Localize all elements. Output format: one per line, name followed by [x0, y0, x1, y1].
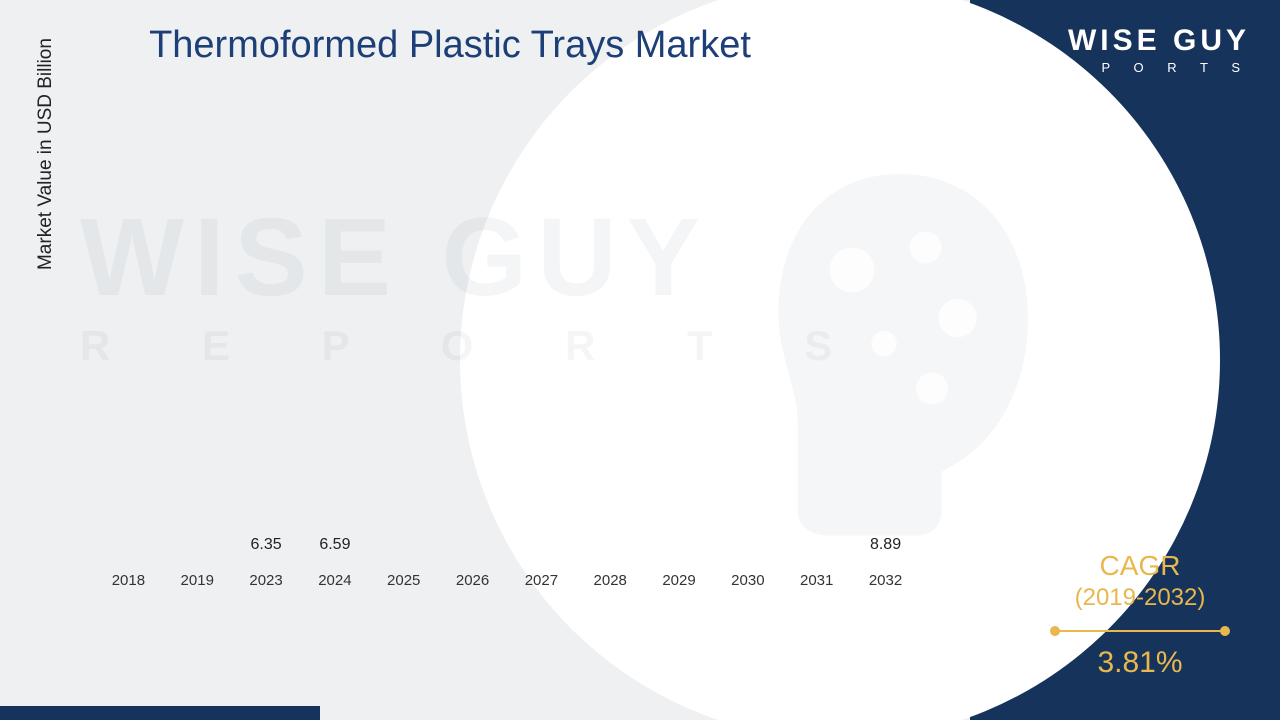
bar-wrap — [448, 536, 497, 562]
report-canvas: WISE GUY R E P O R T S Thermoformed Plas… — [0, 0, 1280, 720]
bar-wrap — [792, 536, 841, 562]
x-tick: 2028 — [586, 566, 635, 590]
x-tick: 2027 — [517, 566, 566, 590]
bar-wrap: 6.35 — [242, 536, 291, 562]
chart-title: Thermoformed Plastic Trays Market — [0, 24, 900, 67]
x-tick: 2019 — [173, 566, 222, 590]
x-tick: 2023 — [242, 566, 291, 590]
x-tick: 2025 — [379, 566, 428, 590]
bar-wrap — [586, 536, 635, 562]
bar-wrap — [173, 536, 222, 562]
cagr-label: CAGR — [1030, 550, 1250, 582]
cagr-value: 3.81% — [1030, 646, 1250, 680]
y-axis-label: Market Value in USD Billion — [35, 38, 57, 270]
x-tick: 2029 — [655, 566, 704, 590]
bar-wrap — [723, 536, 772, 562]
bar-wrap — [517, 536, 566, 562]
x-tick: 2024 — [310, 566, 359, 590]
cagr-box: CAGR (2019-2032) 3.81% — [1030, 550, 1250, 680]
x-tick: 2032 — [861, 566, 910, 590]
footer-accent — [0, 706, 320, 720]
bar-wrap — [104, 536, 153, 562]
bar-value-label: 6.35 — [251, 536, 282, 556]
cagr-range: (2019-2032) — [1030, 584, 1250, 612]
x-tick: 2018 — [104, 566, 153, 590]
bar-wrap: 8.89 — [861, 536, 910, 562]
bar-value-label: 6.59 — [319, 536, 350, 556]
x-tick: 2031 — [792, 566, 841, 590]
bar-wrap — [655, 536, 704, 562]
plot-area: 6.35 6.59 8.89 — [98, 160, 916, 562]
x-tick: 2030 — [723, 566, 772, 590]
x-tick: 2026 — [448, 566, 497, 590]
bars-container: 6.35 6.59 8.89 — [98, 160, 916, 562]
brand-line1: WISE GUY — [1068, 24, 1250, 57]
brand-line2: R E P O R T S — [1036, 61, 1250, 75]
bar-wrap — [379, 536, 428, 562]
x-axis: 2018 2019 2023 2024 2025 2026 2027 2028 2029 2030… — [98, 566, 916, 590]
cagr-divider — [1055, 630, 1225, 632]
bar-value-label: 8.89 — [870, 536, 901, 556]
brand-logo-text: WISE GUY R E P O R T S — [1036, 24, 1250, 75]
bar-wrap: 6.59 — [310, 536, 359, 562]
bar-chart: Market Value in USD Billion 6.356.598.89… — [56, 160, 916, 590]
